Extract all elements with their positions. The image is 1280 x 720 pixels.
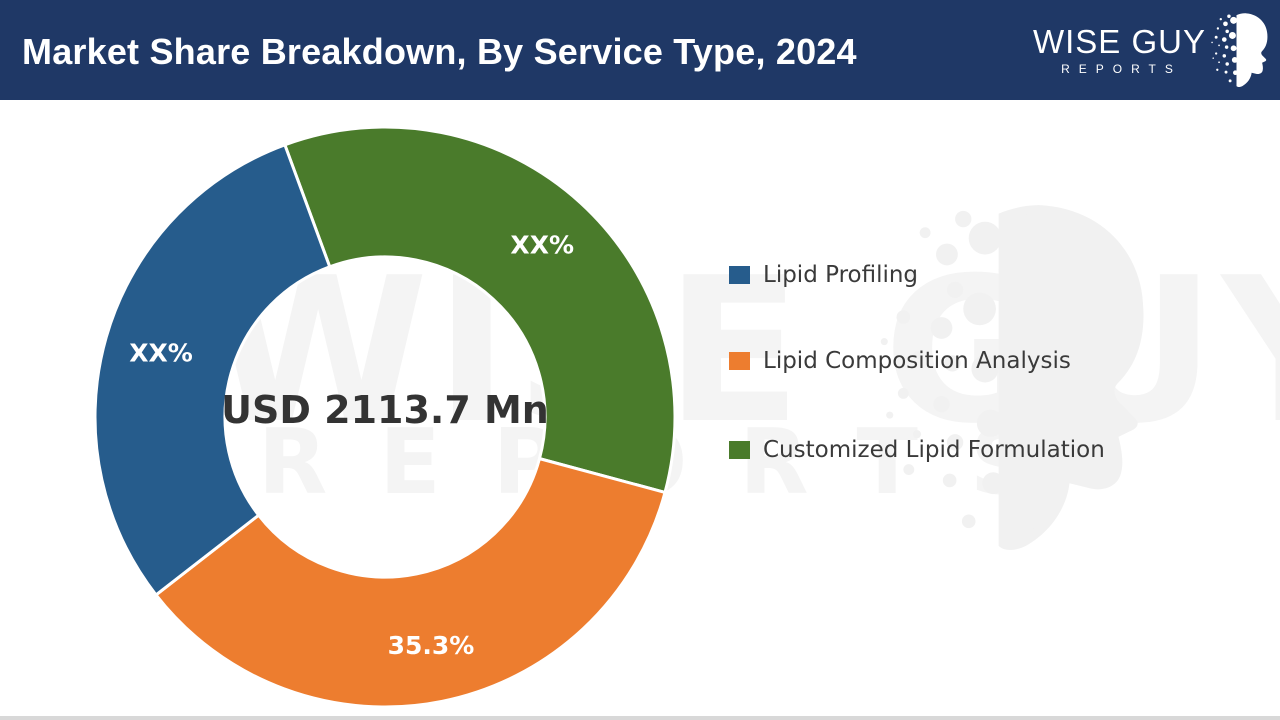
wise-guy-reports-logo: WISE GUY REPORTS	[1033, 8, 1272, 92]
logo-face-icon	[1211, 13, 1268, 87]
legend-item-lipid-composition-analysis: Lipid Composition Analysis	[729, 348, 1071, 374]
donut-slice-customized-lipid-formulation	[283, 125, 677, 494]
bottom-bar	[0, 716, 1280, 720]
legend-label: Lipid Composition Analysis	[763, 348, 1071, 374]
legend-item-customized-lipid-formulation: Customized Lipid Formulation	[729, 437, 1105, 463]
logo-subtext: REPORTS	[1061, 61, 1182, 76]
page-title: Market Share Breakdown, By Service Type,…	[22, 31, 857, 72]
legend-item-lipid-profiling: Lipid Profiling	[729, 262, 918, 288]
donut-slice-lipid-profiling	[93, 143, 332, 597]
donut-chart: XX% 35.3% XX% USD 2113.7 Mn	[93, 125, 677, 709]
legend-label: Customized Lipid Formulation	[763, 437, 1105, 463]
legend-label: Lipid Profiling	[763, 262, 919, 288]
legend-swatch-lipid-profiling	[729, 266, 750, 284]
slice-label-lipid-composition-analysis: 35.3%	[388, 631, 475, 660]
slice-label-customized-lipid-formulation: XX%	[510, 231, 574, 260]
header: Market Share Breakdown, By Service Type,…	[0, 0, 1280, 100]
legend-swatch-customized-lipid-formulation	[729, 441, 750, 459]
slice-label-lipid-profiling: XX%	[129, 338, 193, 367]
logo-text: WISE GUY REPORTS	[1033, 25, 1206, 76]
legend-swatch-lipid-composition-analysis	[729, 352, 750, 370]
donut-slice-lipid-composition-analysis	[154, 457, 667, 709]
watermark-face-icon	[880, 205, 1144, 550]
logo-wordmark: WISE GUY	[1032, 22, 1206, 60]
donut-center-value: USD 2113.7 Mn	[221, 388, 549, 432]
